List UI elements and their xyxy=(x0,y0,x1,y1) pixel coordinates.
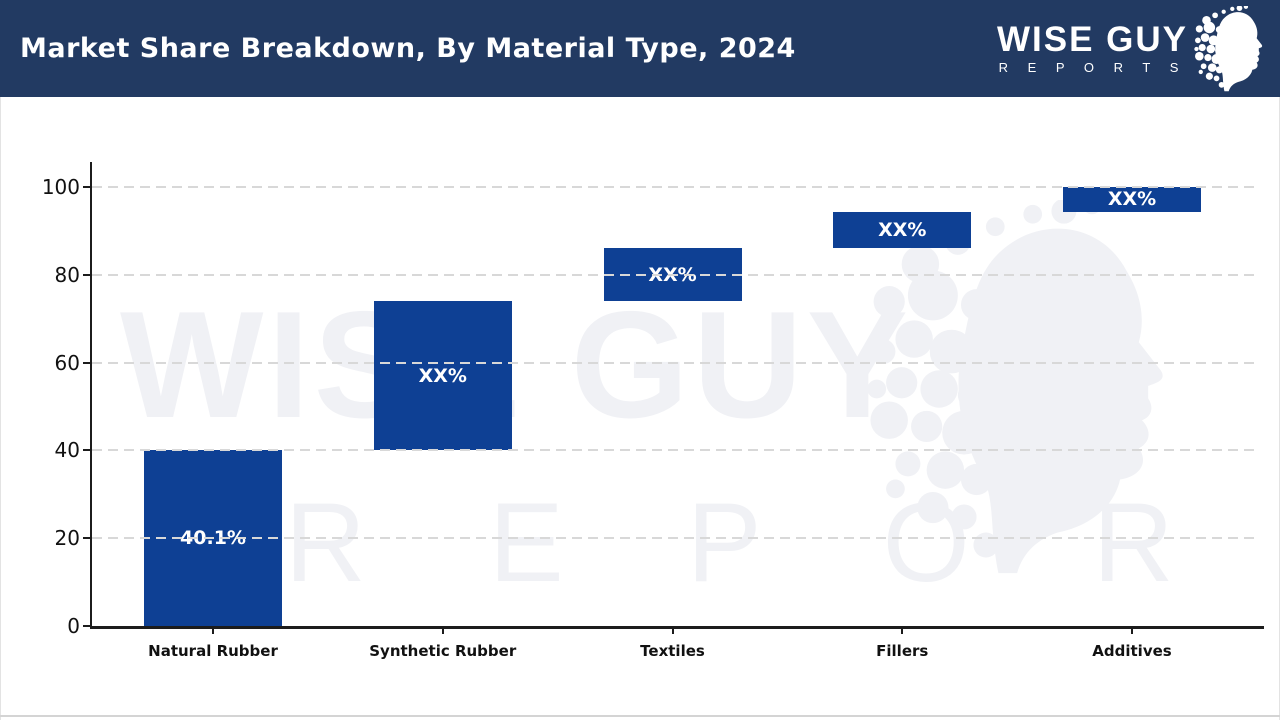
y-axis-tick-mark xyxy=(83,273,92,276)
x-axis-tick-mark xyxy=(441,626,444,634)
header-band: Market Share Breakdown, By Material Type… xyxy=(0,0,1280,97)
x-axis-tick-mark xyxy=(212,626,214,634)
wiseguy-logo-wordmark: WISE GUY xyxy=(996,19,1188,59)
bar-value-label: XX% xyxy=(418,364,467,387)
x-axis-tick-mark xyxy=(671,626,674,634)
x-axis-category-label: Natural Rubber xyxy=(148,642,278,660)
gridline xyxy=(92,273,1255,276)
y-axis-tick-label: 60 xyxy=(54,350,80,375)
watermark-subtitle: R E P O R T S xyxy=(285,480,1280,605)
y-axis-tick-mark xyxy=(83,449,92,452)
bar-value-label: XX% xyxy=(1107,188,1157,211)
bar-fillers: XX% xyxy=(833,211,972,249)
x-axis-tick-mark xyxy=(901,626,904,634)
y-axis-tick-label: 20 xyxy=(54,526,80,551)
y-axis-tick-label: 100 xyxy=(41,175,80,199)
wiseguy-logo-text: WISE GUY R E P O R T S xyxy=(996,19,1188,76)
x-axis-category-label: Textiles xyxy=(640,642,705,660)
bar-synthetic-rubber: XX% xyxy=(373,301,512,451)
watermark-wordmark: WISE GUY xyxy=(120,280,913,450)
wiseguy-logo-subtitle: R E P O R T S xyxy=(998,59,1187,75)
y-axis-tick-mark xyxy=(83,537,92,540)
wiseguy-logo: WISE GUY R E P O R T S xyxy=(996,5,1272,92)
gridline xyxy=(92,537,1255,540)
y-axis-tick-mark xyxy=(83,186,92,188)
x-axis-category-label: Synthetic Rubber xyxy=(369,642,517,660)
plot-area: 0 20 40 60 80 100 40.1% Natural Rubber XX% Synthe… xyxy=(42,162,1264,660)
bar-additives: XX% xyxy=(1063,187,1201,212)
y-axis-tick-label: 0 xyxy=(67,614,80,638)
left-border xyxy=(0,97,1,720)
gridline xyxy=(92,186,1255,188)
bar-value-label: XX% xyxy=(878,219,927,242)
x-axis-category-label: Additives xyxy=(1092,642,1172,660)
gridline xyxy=(92,361,1255,364)
wiseguy-face-logo-icon xyxy=(1194,5,1263,91)
y-axis-tick-label: 40 xyxy=(54,438,80,463)
bottom-border xyxy=(0,715,1280,717)
x-axis-category-label: Fillers xyxy=(876,642,929,660)
y-axis-tick-label: 80 xyxy=(54,262,80,287)
y-axis-tick-mark xyxy=(83,361,92,364)
y-axis-tick-mark xyxy=(83,625,92,627)
page-title: Market Share Breakdown, By Material Type… xyxy=(20,33,796,64)
gridline xyxy=(92,449,1255,452)
x-axis-tick-mark xyxy=(1131,626,1133,634)
